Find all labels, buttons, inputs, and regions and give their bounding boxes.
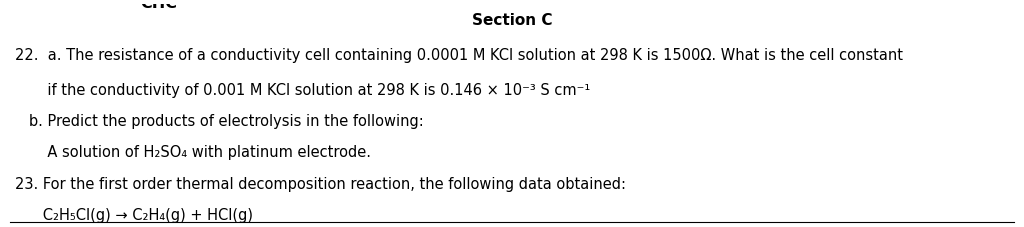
Text: C₂H₅Cl(g) → C₂H₄(g) + HCl(g): C₂H₅Cl(g) → C₂H₄(g) + HCl(g) [15,207,253,222]
Text: if the conductivity of 0.001 M KCl solution at 298 K is 0.146 × 10⁻³ S cm⁻¹: if the conductivity of 0.001 M KCl solut… [15,83,591,98]
Text: b. Predict the products of electrolysis in the following:: b. Predict the products of electrolysis … [15,114,424,128]
Text: A solution of H₂SO₄ with platinum electrode.: A solution of H₂SO₄ with platinum electr… [15,144,372,159]
Text: 22.  a. The resistance of a conductivity cell containing 0.0001 M KCl solution a: 22. a. The resistance of a conductivity … [15,48,903,63]
Text: CHC: CHC [140,0,178,11]
Text: Section C: Section C [472,13,552,28]
Text: 23. For the first order thermal decomposition reaction, the following data obtai: 23. For the first order thermal decompos… [15,177,627,192]
